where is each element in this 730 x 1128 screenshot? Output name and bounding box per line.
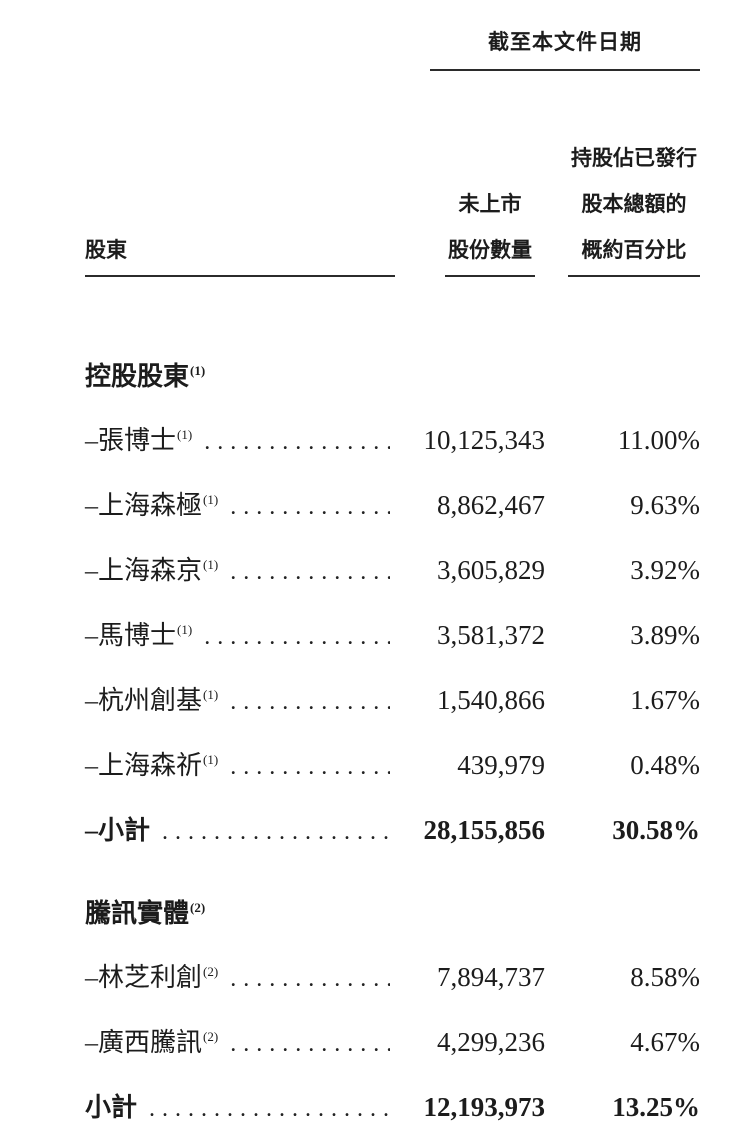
row-shares: 439,979 <box>457 750 545 780</box>
row-label: –林芝利創(2) ...............................… <box>85 960 395 997</box>
row-percent: 9.63% <box>630 490 700 520</box>
row-label: –上海森京(1) ...............................… <box>85 553 395 590</box>
footnote-marker: (1) <box>203 557 219 573</box>
row-shares: 7,894,737 <box>437 962 545 992</box>
row-label: –馬博士(1) ................................… <box>85 618 395 655</box>
table-row: –林芝利創(2) ...............................… <box>85 959 700 997</box>
row-percent: 8.58% <box>630 962 700 992</box>
row-percent: 0.48% <box>630 750 700 780</box>
footnote-marker: (2) <box>203 1029 219 1045</box>
row-label: 小計 .....................................… <box>85 1090 395 1127</box>
dot-leader: ........................................… <box>230 966 390 992</box>
column-header-shareholder: 股東 <box>85 227 395 277</box>
table-row-subtotal: –小計 ....................................… <box>85 812 700 850</box>
column-header-percentage: 持股佔已發行 股本總額的 概約百分比 <box>545 135 700 277</box>
row-label: –上海森極(1) ...............................… <box>85 488 395 525</box>
dot-leader: ........................................… <box>230 1031 390 1057</box>
dot-leader: ........................................… <box>204 624 390 650</box>
footnote-marker: (1) <box>203 752 219 768</box>
dot-leader: ........................................… <box>149 1096 390 1122</box>
row-percent: 3.89% <box>630 620 700 650</box>
row-shares: 8,862,467 <box>437 490 545 520</box>
dot-leader: ........................................… <box>230 494 390 520</box>
footnote-marker: (1) <box>203 687 219 703</box>
row-shares: 3,581,372 <box>437 620 545 650</box>
row-shares: 10,125,343 <box>423 425 546 455</box>
column-header-unlisted-shares: 未上市 股份數量 <box>395 181 545 277</box>
section-header-tencent-entities: 騰訊實體(2) <box>85 899 206 928</box>
table-column-headers: 股東 未上市 股份數量 持股佔已發行 股本總額的 概約百分比 <box>85 135 700 277</box>
table-row: –杭州創基(1) ...............................… <box>85 682 700 720</box>
footnote-marker: (2) <box>190 900 206 916</box>
dot-leader: ........................................… <box>230 689 390 715</box>
dot-leader: ........................................… <box>230 559 390 585</box>
footnote-marker: (1) <box>177 427 193 443</box>
row-shares: 3,605,829 <box>437 555 545 585</box>
row-label: –廣西騰訊(2) ...............................… <box>85 1025 395 1062</box>
table-row-subtotal: 小計 .....................................… <box>85 1089 700 1127</box>
row-percent: 30.58% <box>612 815 700 845</box>
table-row: –廣西騰訊(2) ...............................… <box>85 1024 700 1062</box>
dot-leader: ........................................… <box>230 754 390 780</box>
row-shares: 12,193,973 <box>423 1092 546 1122</box>
row-label: –小計 ....................................… <box>85 813 395 850</box>
footnote-marker: (2) <box>203 964 219 980</box>
table-row: –上海森祈(1) ...............................… <box>85 747 700 785</box>
table-row: –上海森極(1) ...............................… <box>85 487 700 525</box>
row-percent: 13.25% <box>612 1092 700 1122</box>
row-percent: 4.67% <box>630 1027 700 1057</box>
row-shares: 28,155,856 <box>423 815 546 845</box>
row-label: –上海森祈(1) ...............................… <box>85 748 395 785</box>
row-label: –杭州創基(1) ...............................… <box>85 683 395 720</box>
table-row: –張博士(1) ................................… <box>85 422 700 460</box>
dot-leader: ........................................… <box>204 429 390 455</box>
footnote-marker: (1) <box>190 363 206 379</box>
spanner-header: 截至本文件日期 <box>430 26 700 71</box>
section-header-controlling-shareholders: 控股股東(1) <box>85 362 206 391</box>
row-percent: 11.00% <box>617 425 700 455</box>
footnote-marker: (1) <box>177 622 193 638</box>
row-shares: 4,299,236 <box>437 1027 545 1057</box>
dot-leader: ........................................… <box>162 819 390 845</box>
footnote-marker: (1) <box>203 492 219 508</box>
table-row: –馬博士(1) ................................… <box>85 617 700 655</box>
row-percent: 3.92% <box>630 555 700 585</box>
row-percent: 1.67% <box>630 685 700 715</box>
row-shares: 1,540,866 <box>437 685 545 715</box>
row-label: –張博士(1) ................................… <box>85 423 395 460</box>
table-row: –上海森京(1) ...............................… <box>85 552 700 590</box>
